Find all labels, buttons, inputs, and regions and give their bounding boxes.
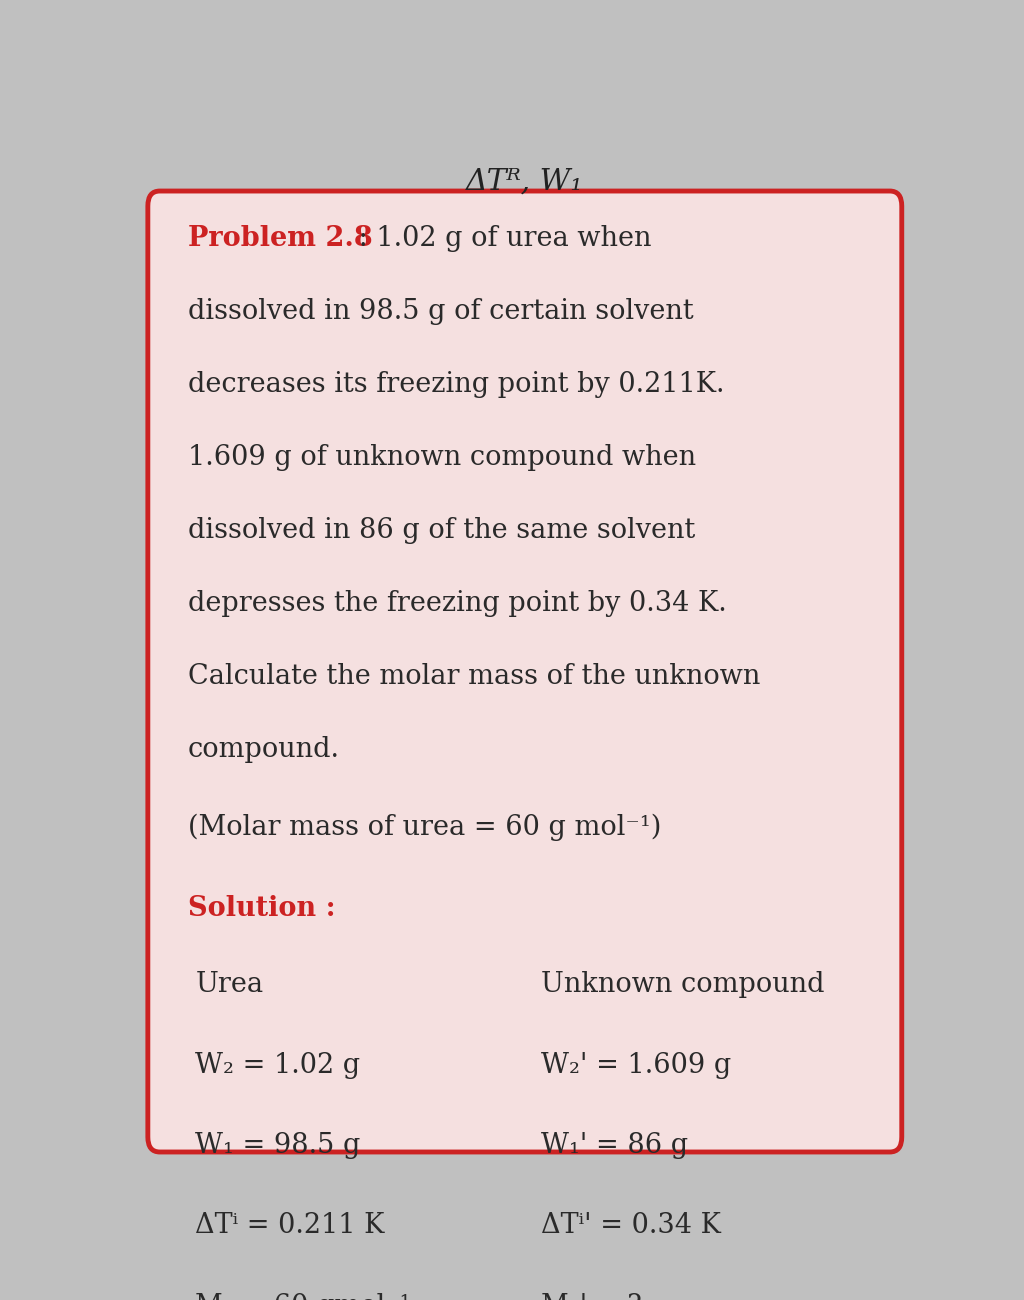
Text: Calculate the molar mass of the unknown: Calculate the molar mass of the unknown	[187, 663, 760, 690]
Text: M₂ = 60 gmol⁻¹: M₂ = 60 gmol⁻¹	[196, 1292, 411, 1300]
Text: (Molar mass of urea = 60 g mol⁻¹): (Molar mass of urea = 60 g mol⁻¹)	[187, 814, 660, 841]
Text: ΔTᴿ, W₁: ΔTᴿ, W₁	[466, 168, 584, 196]
Text: W₁' = 86 g: W₁' = 86 g	[541, 1132, 688, 1160]
Text: Solution :: Solution :	[187, 894, 335, 922]
Text: dissolved in 86 g of the same solvent: dissolved in 86 g of the same solvent	[187, 517, 694, 543]
Text: W₂ = 1.02 g: W₂ = 1.02 g	[196, 1052, 360, 1079]
Text: W₁ = 98.5 g: W₁ = 98.5 g	[196, 1132, 360, 1160]
Text: M₂' = ?: M₂' = ?	[541, 1292, 642, 1300]
Text: compound.: compound.	[187, 736, 340, 763]
Text: Urea: Urea	[196, 971, 263, 998]
Text: 1.609 g of unknown compound when: 1.609 g of unknown compound when	[187, 443, 695, 471]
Text: ΔTⁱ = 0.211 K: ΔTⁱ = 0.211 K	[196, 1213, 385, 1239]
Text: Problem 2.8: Problem 2.8	[187, 225, 373, 252]
Text: W₂' = 1.609 g: W₂' = 1.609 g	[541, 1052, 731, 1079]
Text: ΔTⁱ' = 0.34 K: ΔTⁱ' = 0.34 K	[541, 1213, 721, 1239]
Text: : 1.02 g of urea when: : 1.02 g of urea when	[350, 225, 651, 252]
Text: depresses the freezing point by 0.34 K.: depresses the freezing point by 0.34 K.	[187, 590, 726, 618]
Text: dissolved in 98.5 g of certain solvent: dissolved in 98.5 g of certain solvent	[187, 298, 693, 325]
FancyBboxPatch shape	[147, 191, 902, 1152]
Text: decreases its freezing point by 0.211K.: decreases its freezing point by 0.211K.	[187, 370, 724, 398]
Text: Unknown compound: Unknown compound	[541, 971, 824, 998]
